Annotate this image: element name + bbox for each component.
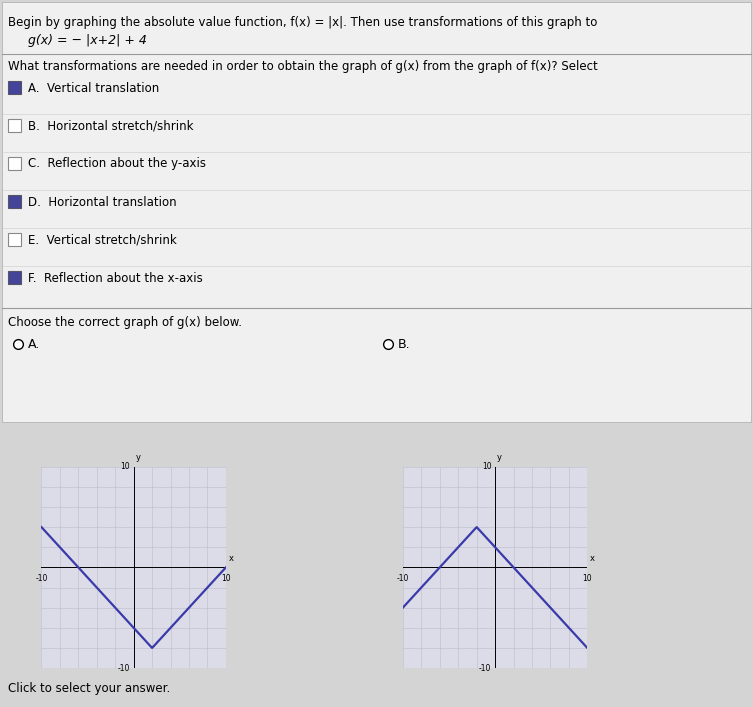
Text: -10: -10 bbox=[479, 664, 492, 672]
Bar bbox=[8, 233, 21, 246]
Text: C.  Reflection about the y-axis: C. Reflection about the y-axis bbox=[28, 158, 206, 170]
Text: y: y bbox=[136, 452, 141, 462]
Text: 10: 10 bbox=[583, 574, 592, 583]
Bar bbox=[2, 2, 751, 422]
Text: What transformations are needed in order to obtain the graph of g(x) from the gr: What transformations are needed in order… bbox=[8, 60, 598, 73]
Text: 10: 10 bbox=[120, 462, 130, 471]
Text: -10: -10 bbox=[35, 574, 47, 583]
Text: -10: -10 bbox=[397, 574, 409, 583]
Text: Begin by graphing the absolute value function, f(x) = |x|. Then use transformati: Begin by graphing the absolute value fun… bbox=[8, 16, 597, 29]
Text: 10: 10 bbox=[221, 574, 230, 583]
Bar bbox=[8, 271, 21, 284]
Bar bbox=[8, 195, 21, 208]
Text: D.  Horizontal translation: D. Horizontal translation bbox=[28, 196, 177, 209]
Bar bbox=[8, 81, 21, 94]
Text: F.  Reflection about the x-axis: F. Reflection about the x-axis bbox=[28, 271, 203, 284]
Text: E.  Vertical stretch/shrink: E. Vertical stretch/shrink bbox=[28, 233, 177, 247]
Text: g(x) = − |x+2| + 4: g(x) = − |x+2| + 4 bbox=[28, 34, 147, 47]
Bar bbox=[8, 119, 21, 132]
Bar bbox=[8, 157, 21, 170]
Text: Choose the correct graph of g(x) below.: Choose the correct graph of g(x) below. bbox=[8, 316, 242, 329]
Text: A.: A. bbox=[28, 337, 40, 351]
Text: x: x bbox=[590, 554, 595, 563]
Text: y: y bbox=[497, 452, 502, 462]
Text: A.  Vertical translation: A. Vertical translation bbox=[28, 81, 159, 95]
Text: B.  Horizontal stretch/shrink: B. Horizontal stretch/shrink bbox=[28, 119, 194, 132]
Text: 10: 10 bbox=[482, 462, 492, 471]
Text: x: x bbox=[229, 554, 233, 563]
Text: -10: -10 bbox=[117, 664, 130, 672]
Text: B.: B. bbox=[398, 337, 410, 351]
Text: Click to select your answer.: Click to select your answer. bbox=[8, 682, 170, 695]
